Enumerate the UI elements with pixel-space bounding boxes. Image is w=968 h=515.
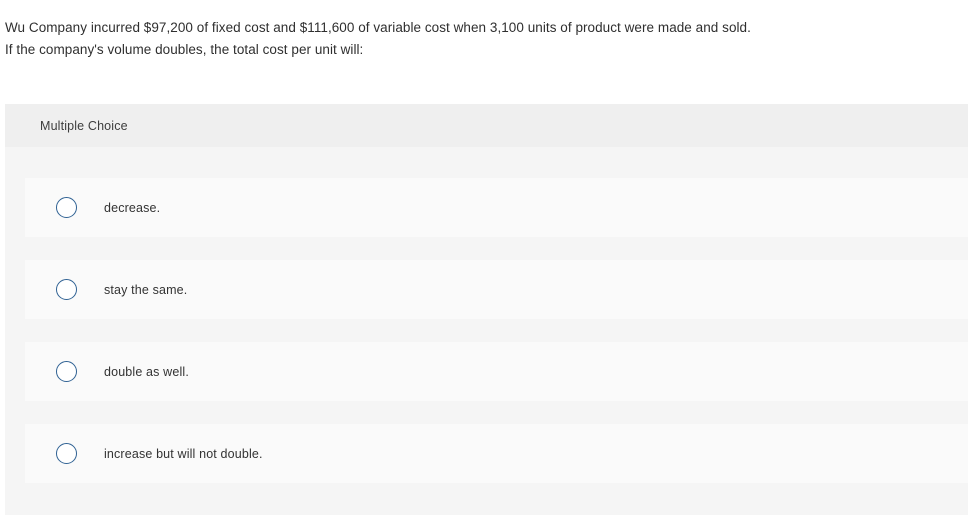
option-row-0[interactable]: decrease. [25, 178, 968, 237]
question-line-1: Wu Company incurred $97,200 of fixed cos… [5, 20, 751, 35]
option-row-3[interactable]: increase but will not double. [25, 424, 968, 483]
option-label-3: increase but will not double. [104, 446, 263, 461]
option-row-1[interactable]: stay the same. [25, 260, 968, 319]
radio-unchecked-icon[interactable] [56, 443, 77, 464]
option-label-2: double as well. [104, 364, 189, 379]
options-list: decrease. stay the same. double as well.… [5, 147, 968, 483]
option-row-2[interactable]: double as well. [25, 342, 968, 401]
option-label-1: stay the same. [104, 282, 188, 297]
radio-unchecked-icon[interactable] [56, 197, 77, 218]
radio-unchecked-icon[interactable] [56, 361, 77, 382]
answer-panel: Multiple Choice decrease. stay the same.… [5, 104, 968, 515]
multiple-choice-label: Multiple Choice [40, 118, 128, 133]
panel-header: Multiple Choice [5, 104, 968, 147]
option-label-0: decrease. [104, 200, 161, 215]
question-stem: Wu Company incurred $97,200 of fixed cos… [5, 17, 945, 61]
question-line-2: If the company's volume doubles, the tot… [5, 42, 364, 57]
radio-unchecked-icon[interactable] [56, 279, 77, 300]
